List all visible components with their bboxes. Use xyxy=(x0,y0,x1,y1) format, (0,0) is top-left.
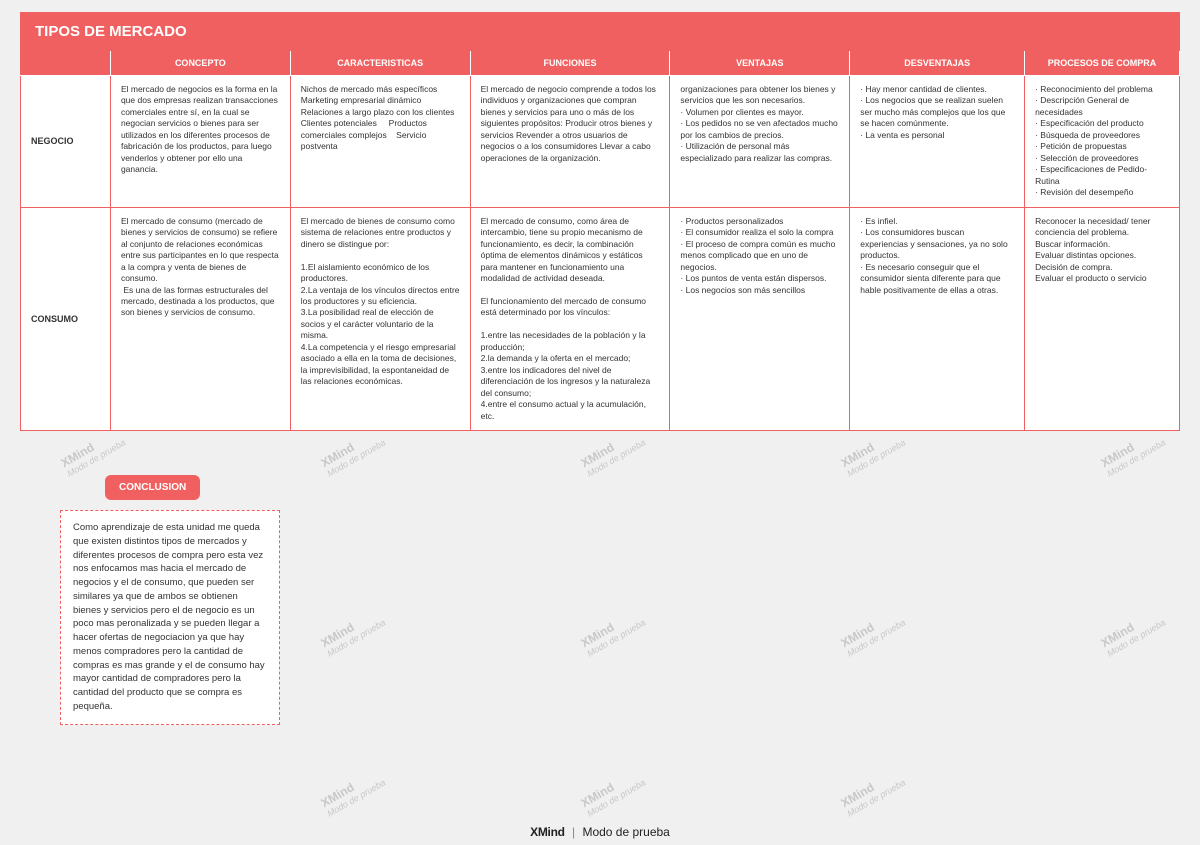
watermark: XMindModo de prueba xyxy=(578,425,647,479)
table-cell: organizaciones para obtener los bienes y… xyxy=(670,76,850,208)
row-label: NEGOCIO xyxy=(21,76,111,208)
table-cell: · Es infiel. · Los consumidores buscan e… xyxy=(850,207,1025,430)
row-label: CONSUMO xyxy=(21,207,111,430)
watermark: XMindModo de prueba xyxy=(578,765,647,819)
watermark: XMindModo de prueba xyxy=(578,605,647,659)
watermark: XMindModo de prueba xyxy=(318,765,387,819)
table-header-row: CONCEPTOCARACTERISTICASFUNCIONESVENTAJAS… xyxy=(21,51,1180,76)
tipos-mercado-table: TIPOS DE MERCADO CONCEPTOCARACTERISTICAS… xyxy=(20,12,1180,431)
table-cell: El mercado de bienes de consumo como sis… xyxy=(290,207,470,430)
table-cell: El mercado de negocios es la forma en la… xyxy=(110,76,290,208)
table-cell: · Reconocimiento del problema · Descripc… xyxy=(1025,76,1180,208)
conclusion-box: Como aprendizaje de esta unidad me queda… xyxy=(60,510,280,725)
table-row: NEGOCIOEl mercado de negocios es la form… xyxy=(21,76,1180,208)
table-cell: Reconocer la necesidad/ tener conciencia… xyxy=(1025,207,1180,430)
watermark: XMindModo de prueba xyxy=(838,765,907,819)
column-header: VENTAJAS xyxy=(670,51,850,76)
column-header: CARACTERISTICAS xyxy=(290,51,470,76)
footer-mode: Modo de prueba xyxy=(582,825,669,839)
table-cell: El mercado de consumo, como área de inte… xyxy=(470,207,670,430)
conclusion-badge: CONCLUSION xyxy=(105,475,200,500)
watermark: XMindModo de prueba xyxy=(318,605,387,659)
table-cell: El mercado de consumo (mercado de bienes… xyxy=(110,207,290,430)
column-header: DESVENTAJAS xyxy=(850,51,1025,76)
footer-separator: | xyxy=(572,825,575,839)
watermark: XMindModo de prueba xyxy=(58,425,127,479)
table-cell: · Hay menor cantidad de clientes. · Los … xyxy=(850,76,1025,208)
column-header: CONCEPTO xyxy=(110,51,290,76)
footer-brand: XMind xyxy=(530,825,565,839)
table-cell: El mercado de negocio comprende a todos … xyxy=(470,76,670,208)
watermark: XMindModo de prueba xyxy=(838,605,907,659)
table-row: CONSUMOEl mercado de consumo (mercado de… xyxy=(21,207,1180,430)
column-header xyxy=(21,51,111,76)
footer: XMind | Modo de prueba xyxy=(0,825,1200,839)
watermark: XMindModo de prueba xyxy=(838,425,907,479)
watermark: XMindModo de prueba xyxy=(318,425,387,479)
table-cell: Nichos de mercado más específicos Market… xyxy=(290,76,470,208)
watermark: XMindModo de prueba xyxy=(1098,425,1167,479)
column-header: PROCESOS DE COMPRA xyxy=(1025,51,1180,76)
watermark: XMindModo de prueba xyxy=(1098,605,1167,659)
table-title: TIPOS DE MERCADO xyxy=(21,13,1180,51)
column-header: FUNCIONES xyxy=(470,51,670,76)
table-cell: · Productos personalizados · El consumid… xyxy=(670,207,850,430)
